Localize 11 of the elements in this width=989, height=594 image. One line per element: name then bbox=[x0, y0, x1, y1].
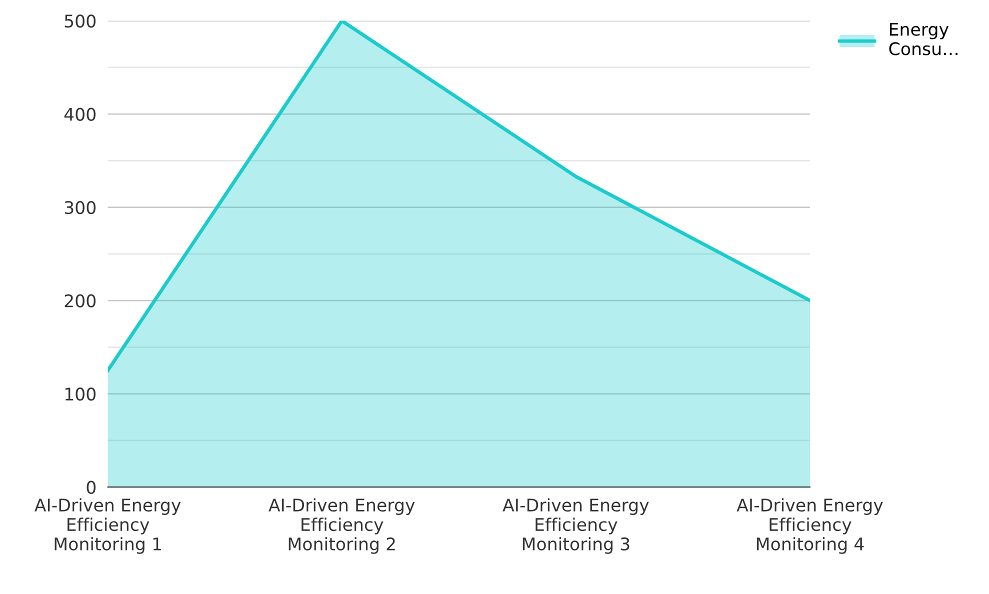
y-tick-label: 300 bbox=[64, 201, 96, 214]
legend-label: Energy Consu… bbox=[889, 22, 958, 56]
y-tick-label: 400 bbox=[64, 108, 96, 121]
y-tick-label: 100 bbox=[65, 388, 96, 401]
y-tick-label: 500 bbox=[64, 14, 96, 28]
x-tick-label: AI-Driven Energy Efficiency Monitoring 2 bbox=[268, 498, 415, 554]
x-tick-label: AI-Driven Energy Efficiency Monitoring 3 bbox=[502, 498, 649, 554]
y-tick-label: 200 bbox=[64, 294, 96, 308]
y-tick-label: 0 bbox=[86, 480, 96, 494]
x-tick-label: AI-Driven Energy Efficiency Monitoring 4 bbox=[736, 498, 883, 554]
x-tick-label: AI-Driven Energy Efficiency Monitoring 1 bbox=[34, 498, 181, 554]
